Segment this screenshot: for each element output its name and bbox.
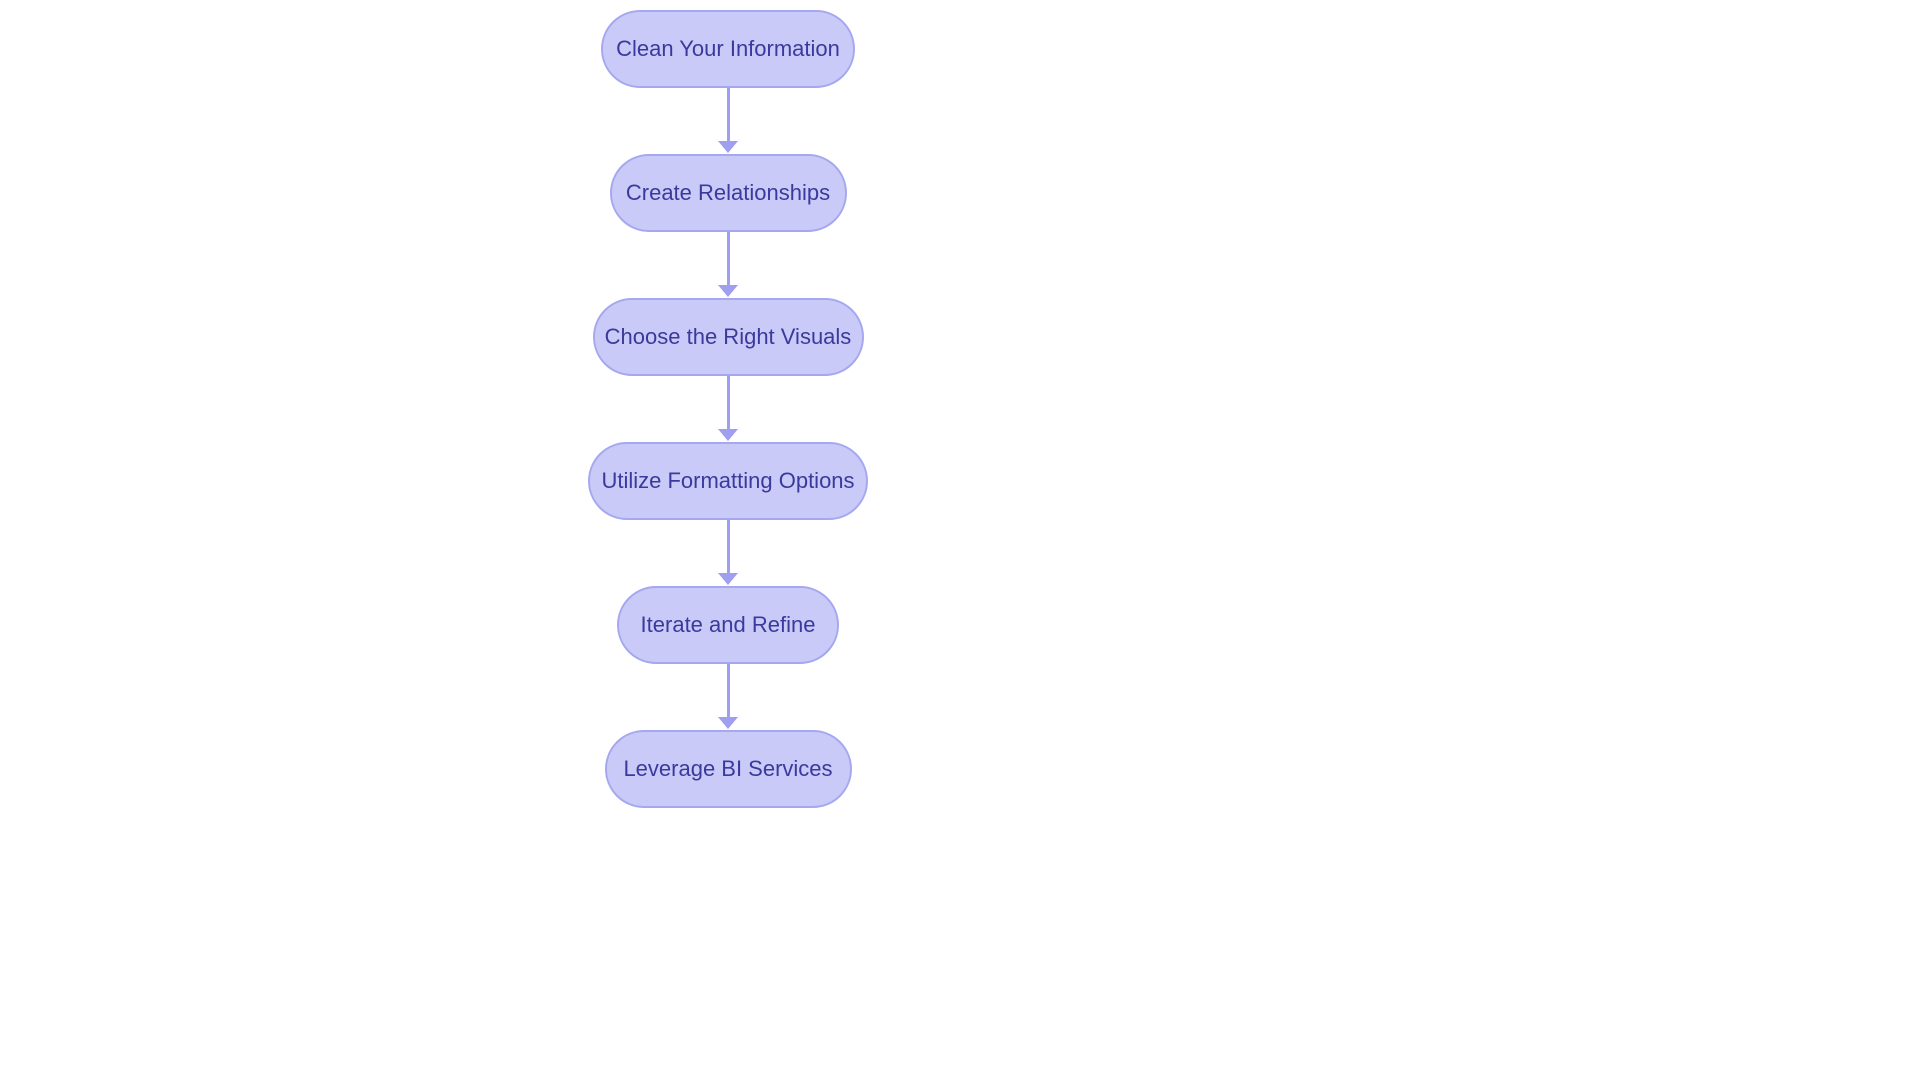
flowchart-arrowhead [718, 717, 738, 729]
flowchart-node: Iterate and Refine [617, 586, 839, 664]
flowchart-arrow [727, 664, 730, 718]
flowchart-canvas: Clean Your Information Create Relationshi… [0, 0, 1920, 1083]
flowchart-node: Create Relationships [610, 154, 847, 232]
flowchart-arrowhead [718, 573, 738, 585]
flowchart-node-label: Clean Your Information [616, 36, 840, 62]
flowchart-arrow [727, 232, 730, 286]
flowchart-arrow [727, 88, 730, 142]
flowchart-arrowhead [718, 141, 738, 153]
flowchart-arrow [727, 376, 730, 430]
flowchart-node-label: Iterate and Refine [641, 612, 816, 638]
flowchart-node-label: Create Relationships [626, 180, 830, 206]
flowchart-arrowhead [718, 429, 738, 441]
flowchart-node: Clean Your Information [601, 10, 855, 88]
flowchart-node: Utilize Formatting Options [588, 442, 868, 520]
flowchart-node-label: Leverage BI Services [623, 756, 832, 782]
flowchart-arrow [727, 520, 730, 574]
flowchart-node-label: Choose the Right Visuals [605, 324, 852, 350]
flowchart-node-label: Utilize Formatting Options [601, 468, 854, 494]
flowchart-arrowhead [718, 285, 738, 297]
flowchart-node: Choose the Right Visuals [593, 298, 864, 376]
flowchart-node: Leverage BI Services [605, 730, 852, 808]
